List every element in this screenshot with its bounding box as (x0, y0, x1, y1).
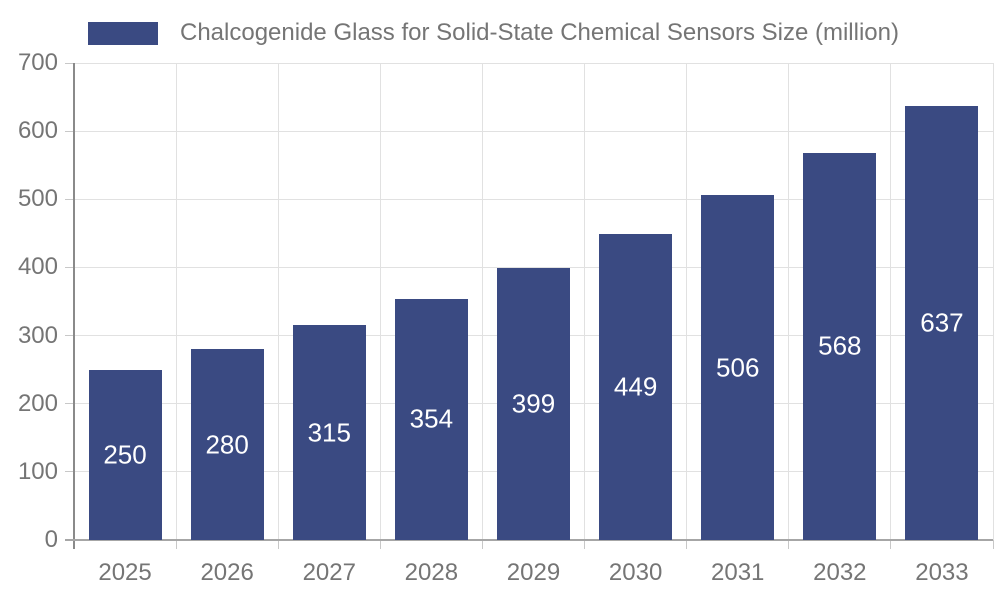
v-gridline (686, 63, 688, 540)
x-tick (992, 540, 994, 549)
bar (599, 234, 673, 540)
bar-value-label: 354 (409, 403, 454, 434)
bar (497, 268, 570, 540)
x-tick-label: 2031 (711, 559, 765, 586)
x-axis (65, 539, 993, 541)
bar (292, 325, 366, 540)
bar-value-label: 506 (716, 352, 760, 383)
x-tick-label: 2030 (608, 559, 663, 586)
x-tick (788, 540, 790, 549)
bar (88, 369, 162, 540)
v-gridline (175, 63, 177, 540)
x-tick (277, 540, 279, 549)
y-tick-label: 400 (17, 253, 58, 281)
y-tick-label: 500 (17, 185, 58, 213)
v-gridline (890, 63, 892, 540)
v-gridline (481, 63, 483, 540)
x-tick-label: 2029 (506, 559, 561, 586)
y-tick-label: 300 (17, 321, 58, 349)
v-gridline (379, 63, 381, 540)
bar (190, 349, 264, 540)
x-tick (481, 540, 483, 549)
y-tick (65, 266, 74, 268)
x-tick-label: 2025 (98, 559, 152, 586)
y-tick (65, 471, 74, 473)
bar (905, 105, 979, 540)
h-gridline (74, 198, 993, 200)
legend-swatch (88, 21, 158, 45)
x-tick (379, 540, 381, 549)
bar-value-label: 568 (818, 330, 862, 361)
x-tick-label: 2033 (915, 559, 969, 586)
legend-label: Chalcogenide Glass for Solid-State Chemi… (180, 19, 899, 46)
h-gridline (74, 130, 993, 132)
y-tick-label: 100 (17, 457, 58, 485)
bar-value-label: 637 (920, 307, 964, 338)
bar (394, 298, 468, 540)
y-tick (65, 403, 74, 405)
x-tick-label: 2028 (404, 559, 459, 586)
bar (803, 152, 877, 540)
y-tick (65, 62, 74, 64)
x-tick-label: 2027 (302, 559, 356, 586)
bar-value-label: 315 (307, 417, 351, 448)
y-tick-label: 0 (44, 526, 58, 553)
x-tick (890, 540, 892, 549)
v-gridline (277, 63, 279, 540)
y-tick (65, 130, 74, 132)
x-tick-label: 2026 (200, 559, 254, 586)
bar-value-label: 280 (205, 429, 249, 460)
x-tick (584, 540, 586, 549)
bar-value-label: 399 (511, 388, 556, 419)
y-tick (65, 335, 74, 337)
legend: Chalcogenide Glass for Solid-State Chemi… (88, 19, 899, 47)
v-gridline (788, 63, 790, 540)
h-gridline (74, 62, 993, 64)
y-tick-label: 200 (17, 389, 58, 417)
y-axis (73, 63, 75, 549)
x-tick-label: 2032 (813, 559, 867, 586)
v-gridline (992, 63, 994, 540)
y-tick-label: 700 (17, 49, 58, 76)
y-tick-label: 600 (17, 117, 58, 145)
y-tick (65, 198, 74, 200)
x-tick (175, 540, 177, 549)
bar-value-label: 250 (103, 439, 147, 470)
h-gridline (74, 266, 993, 268)
x-tick (686, 540, 688, 549)
v-gridline (584, 63, 586, 540)
bar-value-label: 449 (613, 371, 658, 402)
bar (701, 195, 775, 540)
